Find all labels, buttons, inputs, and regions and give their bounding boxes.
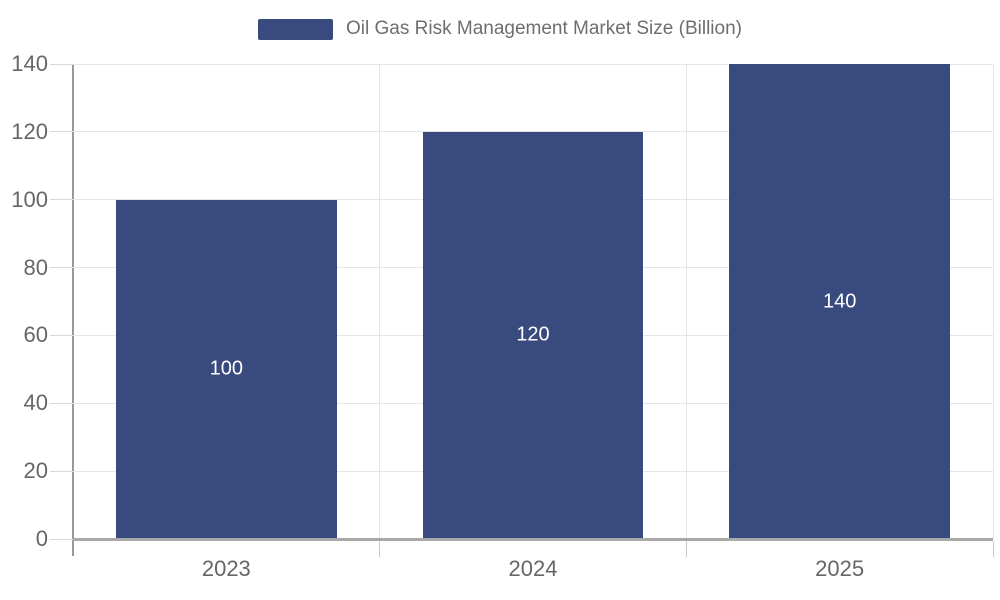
y-axis-tick-label: 120 <box>11 118 48 144</box>
y-axis-line <box>72 64 74 556</box>
y-axis-tick-mark <box>50 199 73 201</box>
y-axis-tick-mark <box>50 470 73 472</box>
bar[interactable] <box>422 131 644 539</box>
legend[interactable]: Oil Gas Risk Management Market Size (Bil… <box>0 17 1000 41</box>
bar[interactable] <box>115 199 337 539</box>
legend-label: Oil Gas Risk Management Market Size (Bil… <box>346 18 742 39</box>
bar-value-label: 140 <box>822 290 857 312</box>
x-axis-line <box>73 538 993 541</box>
y-axis-tick-label: 40 <box>23 390 48 416</box>
x-axis-tick-mark <box>685 541 687 557</box>
y-axis-tick-label: 60 <box>23 322 48 348</box>
gridline-horizontal <box>73 131 993 133</box>
x-axis-tick-mark <box>992 541 994 557</box>
y-axis-tick-label: 100 <box>11 186 48 212</box>
y-axis-tick-mark <box>50 63 73 65</box>
gridline-vertical <box>685 64 687 539</box>
x-axis-category-label: 2024 <box>508 556 558 581</box>
gridline-vertical <box>379 64 381 539</box>
bar[interactable] <box>729 64 951 539</box>
y-axis-tick-label: 80 <box>23 254 48 280</box>
y-axis-tick-mark <box>50 267 73 269</box>
legend-swatch <box>258 18 334 40</box>
plot-area: 100 120 140 <box>73 63 994 539</box>
x-axis-category-label: 2025 <box>815 556 865 581</box>
bar-value-label: 100 <box>209 357 244 380</box>
y-axis-tick-label: 140 <box>11 51 48 76</box>
y-axis-tick-label: 0 <box>35 526 48 551</box>
y-axis-tick-mark <box>50 334 73 336</box>
y-axis-tick-mark <box>50 402 73 404</box>
gridline-vertical <box>992 64 994 539</box>
y-axis-tick-label: 20 <box>23 458 48 484</box>
y-axis-tick-mark <box>50 538 73 540</box>
x-axis-category-label: 2023 <box>201 556 251 581</box>
gridline-horizontal <box>73 63 993 65</box>
y-axis-tick-mark <box>50 131 73 133</box>
bar-value-label: 120 <box>516 323 550 346</box>
x-axis-tick-mark <box>379 541 381 557</box>
